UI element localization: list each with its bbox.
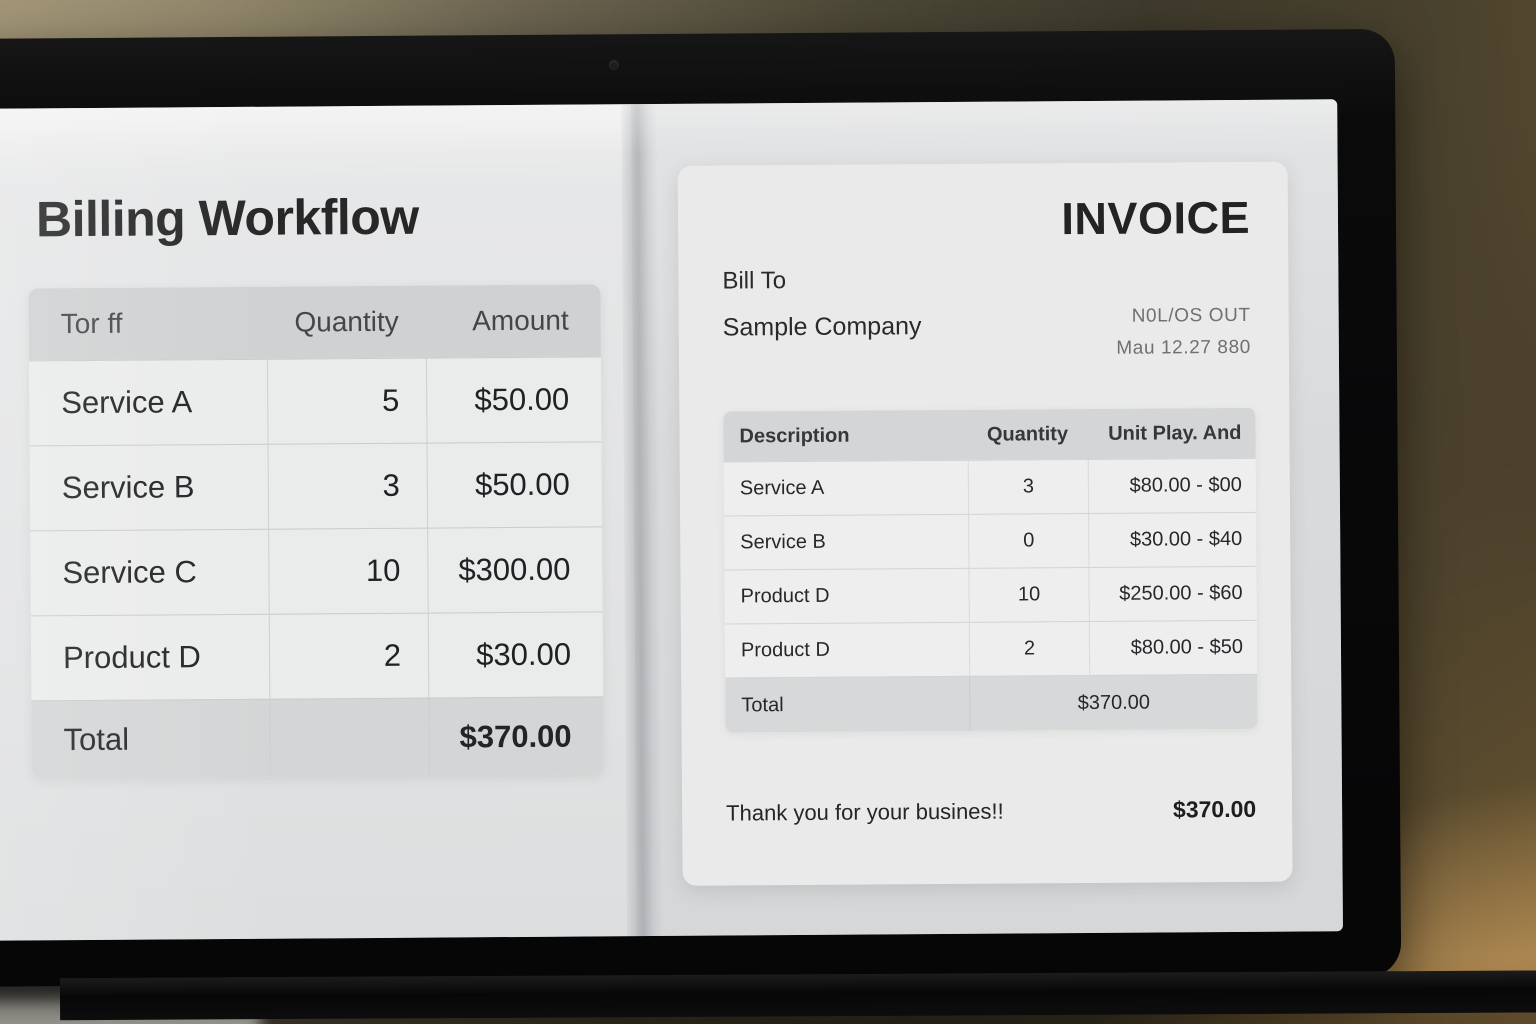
invoice-card: INVOICE Bill To Sample Company N0L/OS OU… (677, 161, 1293, 886)
invoice-table: Description Quantity Unit Play. And Serv… (723, 407, 1258, 733)
row-description: Product D (740, 638, 831, 662)
row-quantity: 3 (967, 460, 1089, 514)
row-quantity: 10 (268, 528, 428, 614)
thank-you-note: Thank you for your busines!! (726, 798, 1004, 826)
row-quantity: 10 (968, 568, 1089, 622)
total-spacer (269, 698, 429, 777)
table-row: Service B 3 $50.00 (29, 441, 603, 531)
total-label: Total (741, 693, 784, 716)
row-quantity: 2 (968, 622, 1090, 676)
row-amount: $50.00 (425, 357, 602, 443)
laptop: Billing Workflow Tor ff Quantity Amount … (0, 28, 1402, 988)
row-quantity: 3 (267, 443, 428, 529)
billing-table-header-row: Tor ff Quantity Amount (28, 284, 601, 361)
total-label: Total (63, 721, 130, 757)
table-row: Product D 10 $250.00 - $60 (724, 565, 1257, 624)
invoice-table-header-row: Description Quantity Unit Play. And (723, 407, 1256, 462)
row-item-name: Service B (61, 469, 195, 506)
footer-total-amount: $370.00 (1172, 795, 1257, 823)
column-header-unit: Unit Play. And (1108, 421, 1242, 445)
row-quantity: 5 (266, 358, 427, 444)
billing-workflow-panel: Billing Workflow Tor ff Quantity Amount … (0, 104, 637, 941)
column-header-item: Tor ff (60, 307, 123, 340)
total-amount: $370.00 (428, 697, 604, 776)
row-amount: $30.00 (427, 612, 604, 698)
row-unit-price: $250.00 - $60 (1088, 566, 1257, 622)
table-row: Service B 0 $30.00 - $40 (724, 511, 1257, 570)
bill-to-label: Bill To (722, 267, 787, 295)
row-amount: $300.00 (427, 527, 603, 613)
table-total-row: Total $370.00 (31, 696, 604, 779)
laptop-base (59, 969, 1536, 1021)
column-header-amount: Amount (472, 304, 569, 337)
total-amount: $370.00 (969, 674, 1258, 731)
laptop-screen: Billing Workflow Tor ff Quantity Amount … (0, 99, 1343, 941)
column-header-description: Description (739, 424, 850, 447)
page-title: Billing Workflow (35, 188, 419, 248)
row-unit-price: $80.00 - $00 (1087, 458, 1257, 514)
webcam-icon (608, 60, 619, 71)
table-row: Service A 5 $50.00 (28, 356, 602, 446)
invoice-meta-line2: Mau 12.27 880 (1116, 336, 1251, 359)
invoice-title: INVOICE (1061, 191, 1251, 245)
table-row: Service C 10 $300.00 (30, 526, 603, 616)
row-description: Service B (740, 530, 826, 554)
invoice-preview-panel: INVOICE Bill To Sample Company N0L/OS OU… (631, 99, 1343, 937)
row-quantity: 2 (268, 613, 429, 699)
row-item-name: Service A (61, 384, 193, 421)
row-amount: $50.00 (426, 442, 603, 528)
row-item-name: Product D (62, 639, 201, 676)
invoice-footer: Thank you for your busines!! $370.00 (726, 796, 1256, 827)
row-unit-price: $30.00 - $40 (1088, 512, 1257, 568)
invoice-meta: N0L/OS OUT Mau 12.27 880 (1116, 300, 1251, 365)
row-quantity: 0 (968, 514, 1089, 568)
billing-table: Tor ff Quantity Amount Service A 5 $50.0… (28, 284, 604, 779)
table-row: Product D 2 $30.00 (30, 611, 604, 701)
table-total-row: Total $370.00 (725, 673, 1258, 733)
row-description: Product D (740, 584, 830, 608)
row-unit-price: $80.00 - $50 (1088, 620, 1258, 676)
row-item-name: Service C (62, 554, 197, 591)
bill-to-name: Sample Company (722, 312, 922, 342)
column-header-quantity: Quantity (294, 305, 399, 338)
row-description: Service A (739, 476, 825, 500)
table-row: Product D 2 $80.00 - $50 (724, 619, 1258, 678)
table-row: Service A 3 $80.00 - $00 (723, 457, 1257, 516)
column-header-quantity: Quantity (986, 422, 1069, 446)
invoice-meta-line1: N0L/OS OUT (1131, 304, 1251, 327)
